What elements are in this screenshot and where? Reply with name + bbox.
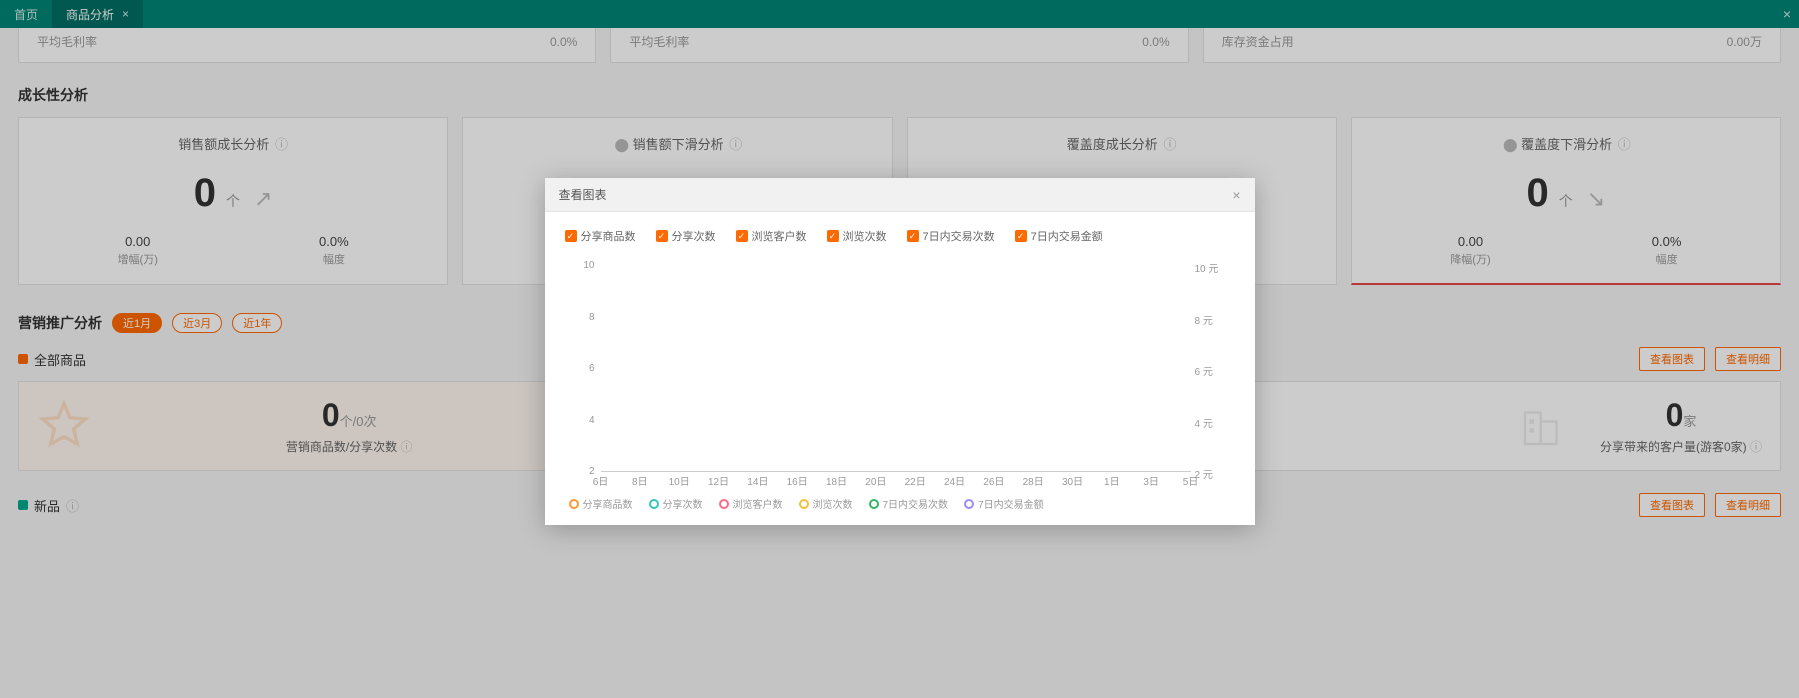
checkbox-label: 浏览次数 (843, 228, 887, 244)
y-axis-right-label: 6 元 (1195, 363, 1231, 378)
legend-marker-icon (719, 499, 729, 509)
legend-item[interactable]: 浏览次数 (799, 496, 853, 511)
series-checkbox[interactable]: ✓ 分享商品数 (565, 228, 636, 244)
y-axis-right-label: 2 元 (1195, 466, 1231, 481)
legend-label: 浏览次数 (813, 496, 853, 511)
checkbox-label: 浏览客户数 (752, 228, 807, 244)
legend-item[interactable]: 分享商品数 (569, 496, 633, 511)
y-axis-label: 6 (569, 363, 595, 374)
checkbox-row: ✓ 分享商品数 ✓ 分享次数 ✓ 浏览客户数 ✓ 浏览次数 ✓ 7日内交易次数 ✓ 7日内交易金额 (565, 228, 1235, 244)
legend-marker-icon (869, 499, 879, 509)
modal-title: 查看图表 (559, 186, 607, 203)
series-checkbox[interactable]: ✓ 浏览客户数 (736, 228, 807, 244)
x-axis-label: 28日 (1023, 473, 1044, 488)
legend-label: 7日内交易次数 (883, 496, 949, 511)
line-chart: 10 10 元 8 8 元 6 6 元 4 4 元 2 2 元 6日 8日 10日 12日 14日 16日 18… (569, 258, 1231, 488)
legend-marker-icon (569, 499, 579, 509)
y-axis-label: 8 (569, 312, 595, 323)
x-axis-label: 16日 (787, 473, 808, 488)
checkbox-icon: ✓ (827, 230, 839, 242)
legend-label: 7日内交易金额 (978, 496, 1044, 511)
y-axis-right-label: 8 元 (1195, 312, 1231, 327)
x-axis-label: 26日 (983, 473, 1004, 488)
y-axis-label: 10 (569, 260, 595, 271)
modal-body: ✓ 分享商品数 ✓ 分享次数 ✓ 浏览客户数 ✓ 浏览次数 ✓ 7日内交易次数 ✓ 7日内交易金额 1… (545, 212, 1255, 525)
series-checkbox[interactable]: ✓ 浏览次数 (827, 228, 887, 244)
x-axis-label: 10日 (669, 473, 690, 488)
legend-marker-icon (964, 499, 974, 509)
legend-item[interactable]: 浏览客户数 (719, 496, 783, 511)
x-axis-label: 18日 (826, 473, 847, 488)
y-axis-label: 4 (569, 415, 595, 426)
x-axis-label: 5日 (1183, 473, 1199, 488)
checkbox-label: 7日内交易次数 (923, 228, 995, 244)
legend-item[interactable]: 7日内交易金额 (964, 496, 1044, 511)
chart-modal: 查看图表 × ✓ 分享商品数 ✓ 分享次数 ✓ 浏览客户数 ✓ 浏览次数 ✓ 7日内交易次数 ✓ 7日… (545, 178, 1255, 525)
legend-label: 分享次数 (663, 496, 703, 511)
x-axis-label: 22日 (905, 473, 926, 488)
modal-header: 查看图表 × (545, 178, 1255, 212)
x-axis-label: 3日 (1143, 473, 1159, 488)
legend-marker-icon (649, 499, 659, 509)
chart-plot-area (601, 266, 1191, 472)
series-checkbox[interactable]: ✓ 分享次数 (656, 228, 716, 244)
x-axis-label: 1日 (1104, 473, 1120, 488)
x-axis-label: 20日 (865, 473, 886, 488)
x-axis-label: 30日 (1062, 473, 1083, 488)
checkbox-icon: ✓ (907, 230, 919, 242)
checkbox-icon: ✓ (736, 230, 748, 242)
x-axis-label: 14日 (747, 473, 768, 488)
series-checkbox[interactable]: ✓ 7日内交易金额 (1015, 228, 1103, 244)
legend-label: 浏览客户数 (733, 496, 783, 511)
x-axis-label: 12日 (708, 473, 729, 488)
legend-item[interactable]: 7日内交易次数 (869, 496, 949, 511)
y-axis-right-label: 10 元 (1195, 260, 1231, 275)
checkbox-label: 分享次数 (672, 228, 716, 244)
chart-legend: 分享商品数 分享次数 浏览客户数 浏览次数 7日内交易次数 7日内交易金额 (565, 488, 1235, 511)
modal-overlay[interactable]: 查看图表 × ✓ 分享商品数 ✓ 分享次数 ✓ 浏览客户数 ✓ 浏览次数 ✓ 7日内交易次数 ✓ 7日… (0, 0, 1799, 698)
legend-label: 分享商品数 (583, 496, 633, 511)
checkbox-label: 分享商品数 (581, 228, 636, 244)
checkbox-icon: ✓ (1015, 230, 1027, 242)
x-axis-label: 24日 (944, 473, 965, 488)
x-axis-label: 8日 (632, 473, 648, 488)
legend-item[interactable]: 分享次数 (649, 496, 703, 511)
y-axis-label: 2 (569, 466, 595, 477)
modal-close-icon[interactable]: × (1232, 187, 1240, 203)
y-axis-right-label: 4 元 (1195, 415, 1231, 430)
checkbox-icon: ✓ (565, 230, 577, 242)
checkbox-label: 7日内交易金额 (1031, 228, 1103, 244)
legend-marker-icon (799, 499, 809, 509)
checkbox-icon: ✓ (656, 230, 668, 242)
x-axis-label: 6日 (593, 473, 609, 488)
series-checkbox[interactable]: ✓ 7日内交易次数 (907, 228, 995, 244)
